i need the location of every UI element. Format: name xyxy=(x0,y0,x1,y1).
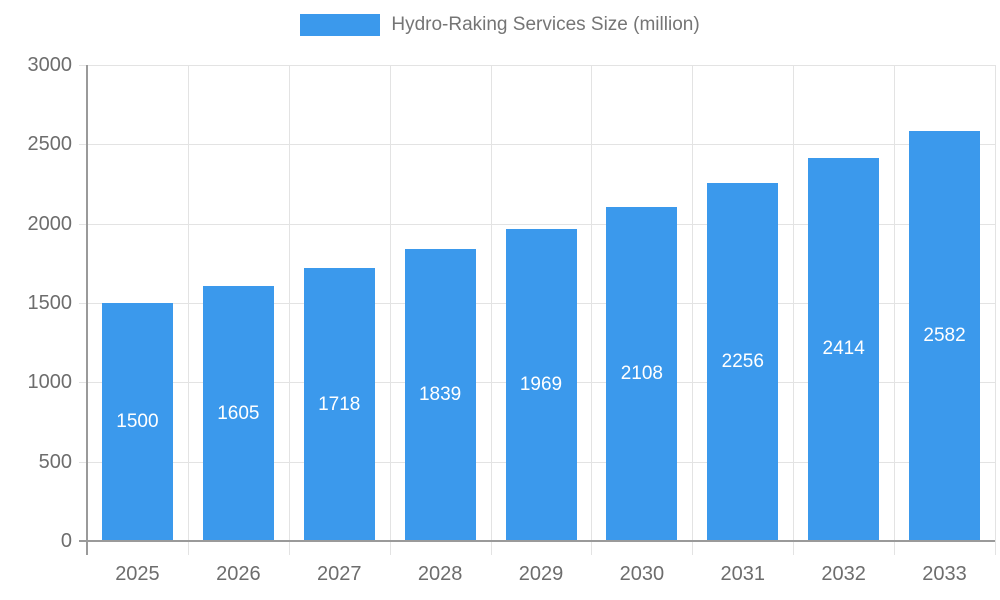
bar[interactable] xyxy=(202,286,274,541)
bar[interactable] xyxy=(808,157,880,541)
bar[interactable] xyxy=(707,183,779,541)
bar-value-label: 1605 xyxy=(217,402,260,424)
y-tick-mark xyxy=(79,382,87,384)
x-gridline xyxy=(389,65,391,541)
y-axis-tick-label: 1500 xyxy=(27,292,73,314)
y-axis-tick-label: 0 xyxy=(60,530,72,552)
y-gridline xyxy=(87,65,995,66)
x-axis-tick-label: 2030 xyxy=(619,563,665,585)
x-gridline xyxy=(692,65,694,541)
legend-label: Hydro-Raking Services Size (million) xyxy=(391,14,700,35)
bar-value-label: 2256 xyxy=(721,351,764,373)
y-tick-mark xyxy=(79,65,87,66)
y-tick-mark xyxy=(79,461,87,463)
x-gridline xyxy=(793,65,795,541)
bar[interactable] xyxy=(606,206,678,541)
x-tick-mark xyxy=(288,541,290,555)
x-gridline xyxy=(894,65,896,541)
x-axis-line xyxy=(79,540,995,542)
x-axis-tick-label: 2032 xyxy=(821,563,866,585)
bar-value-label: 1500 xyxy=(116,411,159,432)
x-tick-mark xyxy=(995,541,996,555)
x-axis-tick-label: 2028 xyxy=(417,563,463,585)
x-axis-tick-label: 2031 xyxy=(720,563,766,585)
x-tick-mark xyxy=(894,541,896,555)
bar[interactable] xyxy=(101,303,173,541)
x-tick-mark xyxy=(389,541,391,555)
x-axis-tick-label: 2027 xyxy=(316,563,362,585)
y-axis-tick-label: 500 xyxy=(38,450,72,473)
bar[interactable] xyxy=(505,228,577,541)
x-axis-tick-label: 2029 xyxy=(518,563,564,585)
bar-value-label: 2414 xyxy=(822,338,865,360)
bar-value-label: 1718 xyxy=(318,393,361,415)
x-tick-mark xyxy=(591,541,593,555)
x-axis-tick-label: 2033 xyxy=(922,563,967,585)
x-axis-tick-label: 2025 xyxy=(115,563,160,585)
legend-swatch xyxy=(300,14,381,36)
bar-value-label: 1969 xyxy=(519,373,563,395)
y-axis-tick-label: 2000 xyxy=(27,212,73,235)
y-axis-tick-label: 3000 xyxy=(27,54,73,76)
y-axis-tick-label: 1000 xyxy=(27,371,73,394)
bar-value-label: 2108 xyxy=(620,362,664,384)
x-gridline xyxy=(288,65,290,541)
y-axis-tick-label: 2500 xyxy=(27,133,73,156)
y-tick-mark xyxy=(79,144,87,146)
x-gridline xyxy=(187,65,189,541)
bar-value-label: 2582 xyxy=(923,325,966,347)
y-gridline xyxy=(87,223,995,225)
x-tick-mark xyxy=(187,541,189,555)
y-gridline xyxy=(87,144,995,146)
bar[interactable] xyxy=(909,131,981,541)
y-tick-mark xyxy=(79,223,87,225)
bar[interactable] xyxy=(404,249,476,541)
x-gridline xyxy=(995,65,996,541)
x-gridline xyxy=(490,65,492,541)
x-tick-mark xyxy=(692,541,694,555)
bar[interactable] xyxy=(303,268,375,541)
x-gridline xyxy=(591,65,593,541)
y-tick-mark xyxy=(79,303,87,304)
bar-value-label: 1839 xyxy=(418,384,462,406)
x-tick-mark xyxy=(490,541,492,555)
y-axis-line xyxy=(86,65,88,555)
x-axis-tick-label: 2026 xyxy=(216,563,261,585)
chart-legend[interactable]: Hydro-Raking Services Size (million) xyxy=(0,14,1000,36)
x-tick-mark xyxy=(793,541,795,555)
